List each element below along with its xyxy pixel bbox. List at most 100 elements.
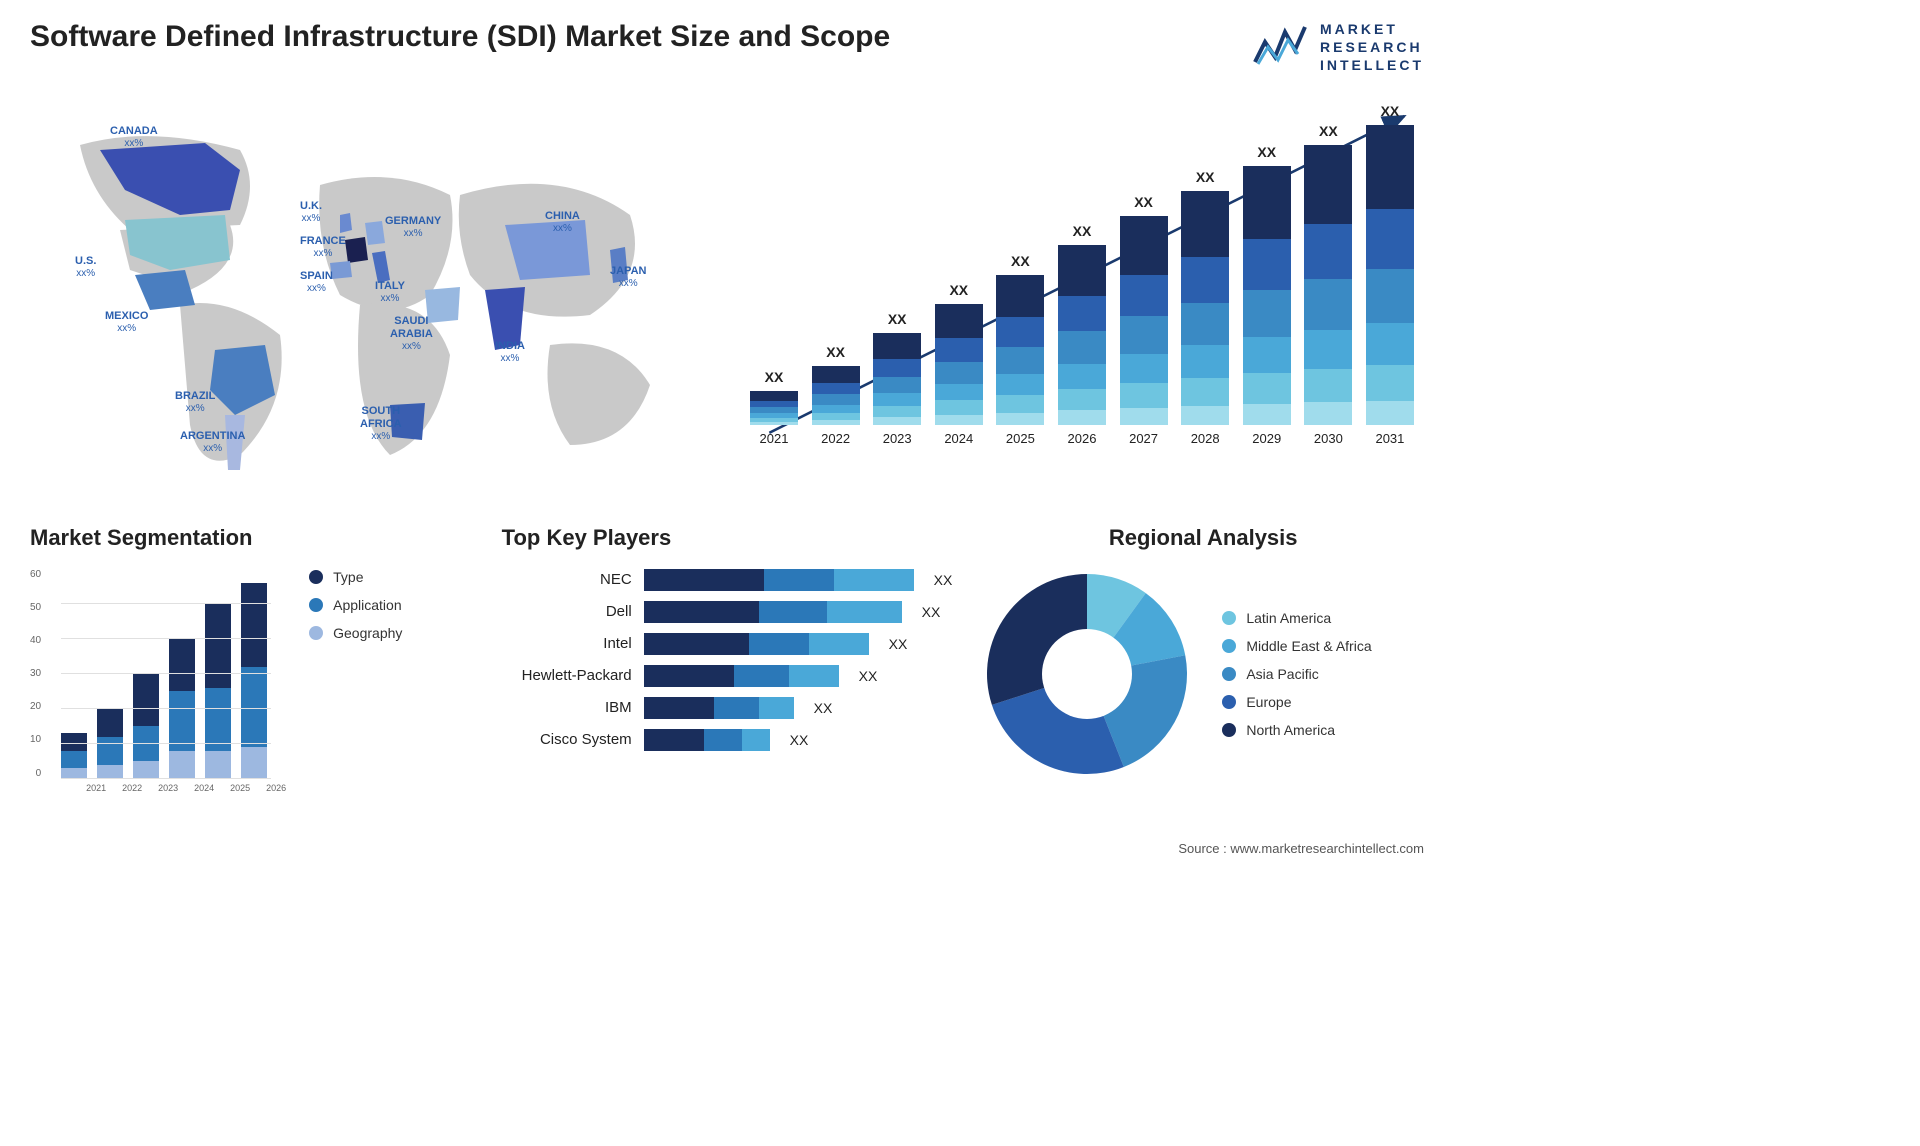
kp-segment [809, 633, 869, 655]
seg-ytick: 0 [30, 768, 41, 779]
swatch [309, 626, 323, 640]
big-bar-year: 2031 [1366, 431, 1414, 446]
regional-title: Regional Analysis [982, 525, 1424, 551]
big-bar-segment [996, 275, 1044, 317]
seg-ytick: 30 [30, 668, 41, 679]
big-bar-2030: XX [1304, 145, 1352, 424]
big-bar-segment [1058, 410, 1106, 424]
map-region-uk [340, 213, 352, 233]
big-bar-segment [935, 415, 983, 425]
swatch [1222, 639, 1236, 653]
big-bar-segment [935, 400, 983, 414]
big-bar-value: XX [1134, 194, 1153, 210]
regional-legend-item: North America [1222, 722, 1371, 738]
kp-segment [644, 601, 759, 623]
kp-row: Cisco System XX [502, 729, 953, 751]
market-size-chart: XXXXXXXXXXXXXXXXXXXXXX 20212022202320242… [740, 95, 1424, 475]
big-bar-2022: XX [812, 366, 860, 424]
big-bar-segment [1181, 257, 1229, 304]
seg-year: 2024 [191, 783, 217, 793]
big-bar-segment [935, 304, 983, 338]
big-bar-year: 2027 [1120, 431, 1168, 446]
kp-label: IBM [502, 699, 632, 716]
seg-segment [169, 639, 195, 692]
big-bar-segment [1304, 402, 1352, 424]
big-bar-value: XX [1257, 144, 1276, 160]
kp-segment [834, 569, 914, 591]
regional-legend-item: Asia Pacific [1222, 666, 1371, 682]
big-bar-2027: XX [1120, 216, 1168, 424]
seg-ytick: 10 [30, 734, 41, 745]
regional-legend-item: Middle East & Africa [1222, 638, 1371, 654]
big-bar-segment [1181, 406, 1229, 425]
big-bar-segment [1243, 373, 1291, 404]
big-bar-segment [1058, 364, 1106, 389]
big-bar-value: XX [1073, 223, 1092, 239]
big-bar-value: XX [1011, 253, 1030, 269]
seg-bar-2025 [205, 604, 231, 779]
kp-segment [742, 729, 770, 751]
big-bar-segment [1304, 330, 1352, 369]
big-bar-year: 2023 [873, 431, 921, 446]
map-label-southafrica: SOUTHAFRICAxx% [360, 405, 402, 443]
seg-segment [133, 761, 159, 779]
big-bar-segment [1243, 337, 1291, 373]
seg-year: 2026 [263, 783, 289, 793]
kp-segment [759, 697, 794, 719]
big-bar-segment [1181, 345, 1229, 378]
key-players-chart: NECXXDellXXIntelXXHewlett-PackardXXIBMXX… [502, 569, 953, 751]
seg-segment [241, 667, 267, 748]
big-bar-value: XX [1319, 123, 1338, 139]
map-label-japan: JAPANxx% [610, 265, 646, 290]
big-bar-segment [873, 417, 921, 424]
big-bar-segment [1304, 224, 1352, 280]
big-bar-segment [1304, 145, 1352, 223]
logo-line3: INTELLECT [1320, 56, 1424, 74]
big-bar-2024: XX [935, 304, 983, 425]
seg-bar-2021 [61, 733, 87, 779]
map-label-mexico: MEXICOxx% [105, 310, 148, 335]
seg-segment [97, 737, 123, 765]
big-bar-segment [996, 413, 1044, 425]
seg-segment [205, 751, 231, 779]
legend-label: Type [333, 569, 363, 585]
swatch [309, 598, 323, 612]
kp-row: Hewlett-PackardXX [502, 665, 953, 687]
seg-segment [205, 604, 231, 688]
legend-label: Application [333, 597, 402, 613]
seg-legend-item: Geography [309, 625, 402, 641]
kp-segment [644, 633, 749, 655]
legend-label: Latin America [1246, 610, 1331, 626]
kp-label: Cisco System [502, 731, 632, 748]
seg-bar-2022 [97, 709, 123, 779]
big-bar-segment [812, 383, 860, 395]
big-bar-segment [1366, 125, 1414, 209]
big-bar-segment [1181, 378, 1229, 406]
big-bar-2023: XX [873, 333, 921, 425]
big-bar-value: XX [1381, 103, 1400, 119]
legend-label: Europe [1246, 694, 1291, 710]
segmentation-y-axis: 6050403020100 [30, 569, 41, 779]
big-bar-year: 2030 [1304, 431, 1352, 446]
seg-segment [241, 583, 267, 667]
big-bar-value: XX [888, 311, 907, 327]
big-bar-segment [812, 366, 860, 382]
big-bar-segment [750, 401, 798, 408]
map-label-saudiarabia: SAUDIARABIAxx% [390, 315, 433, 353]
source-label: Source : www.marketresearchintellect.com [1178, 841, 1424, 856]
kp-value: XX [859, 668, 878, 684]
map-label-india: INDIAxx% [495, 340, 525, 365]
swatch [1222, 695, 1236, 709]
kp-row: NECXX [502, 569, 953, 591]
big-bar-segment [812, 420, 860, 425]
segmentation-panel: Market Segmentation 6050403020100 202120… [30, 525, 472, 793]
kp-row: IBMXX [502, 697, 953, 719]
big-bar-segment [1058, 245, 1106, 295]
regional-legend: Latin America Middle East & Africa Asia Pa… [1222, 610, 1371, 738]
segmentation-bars [61, 569, 271, 779]
big-bar-2029: XX [1243, 166, 1291, 424]
big-bar-value: XX [826, 344, 845, 360]
kp-value: XX [790, 732, 809, 748]
kp-value: XX [934, 572, 953, 588]
big-bar-segment [996, 374, 1044, 395]
